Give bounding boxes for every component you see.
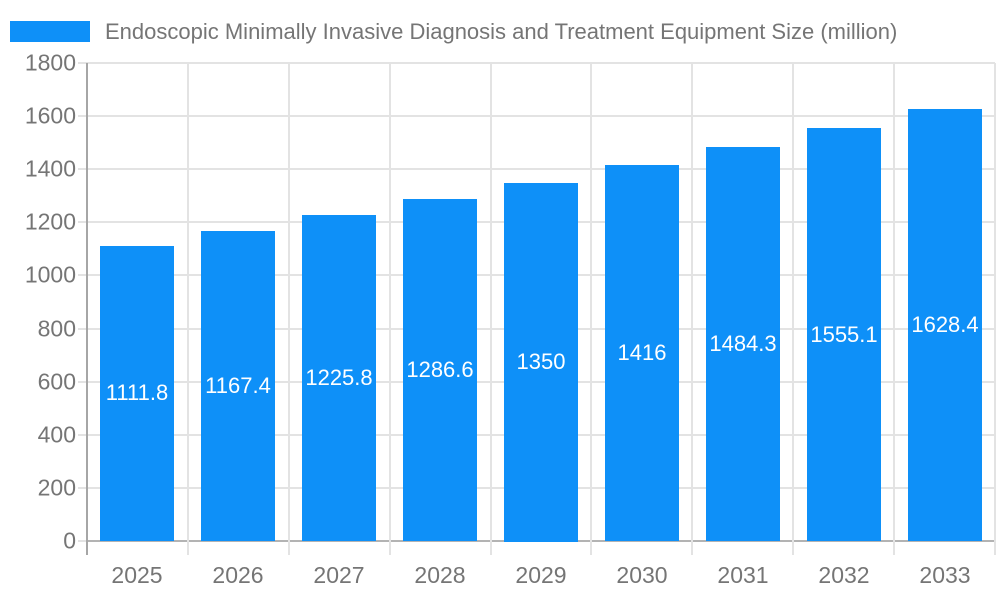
bar-value-label: 1225.8 bbox=[305, 365, 373, 390]
gridline-v bbox=[389, 63, 391, 555]
x-tick-label: 2032 bbox=[818, 562, 870, 588]
bar[interactable] bbox=[100, 246, 174, 541]
x-tick-label: 2031 bbox=[717, 562, 769, 588]
bar[interactable] bbox=[504, 183, 578, 542]
x-tick-label: 2027 bbox=[313, 562, 365, 588]
y-tick-label: 0 bbox=[63, 527, 76, 554]
chart-title: Endoscopic Minimally Invasive Diagnosis … bbox=[105, 19, 898, 44]
y-tick-label: 400 bbox=[37, 421, 76, 448]
y-tick-label: 1000 bbox=[24, 261, 76, 288]
bar-value-label: 1555.1 bbox=[810, 322, 878, 347]
bar-value-label: 1286.6 bbox=[406, 357, 474, 382]
y-tick-label: 1200 bbox=[24, 208, 76, 235]
gridline-v bbox=[490, 63, 492, 555]
legend-swatch bbox=[10, 21, 90, 42]
y-tick-label: 800 bbox=[37, 315, 76, 342]
gridline-h bbox=[78, 62, 995, 64]
y-tick-label: 600 bbox=[37, 368, 76, 395]
y-axis-tick bbox=[78, 540, 87, 542]
y-tick-label: 1600 bbox=[24, 102, 76, 129]
bar-value-label: 1628.4 bbox=[911, 312, 979, 337]
gridline-v bbox=[288, 63, 290, 555]
gridline-v bbox=[691, 63, 693, 555]
bar[interactable] bbox=[807, 128, 881, 541]
bar[interactable] bbox=[908, 109, 982, 541]
y-tick-label: 200 bbox=[37, 474, 76, 501]
gridline-h bbox=[78, 168, 995, 170]
bar-value-label: 1416 bbox=[617, 340, 667, 365]
bar[interactable] bbox=[706, 147, 780, 541]
bar-value-label: 1484.3 bbox=[709, 331, 777, 356]
y-tick-label: 1800 bbox=[24, 49, 76, 76]
bar[interactable] bbox=[302, 215, 376, 541]
gridline-h bbox=[78, 115, 995, 117]
x-tick-label: 2029 bbox=[515, 562, 567, 588]
y-tick-label: 1400 bbox=[24, 155, 76, 182]
gridline-v bbox=[590, 63, 592, 555]
bar-value-label: 1350 bbox=[516, 349, 566, 374]
gridline-v bbox=[187, 63, 189, 555]
bar[interactable] bbox=[201, 231, 275, 541]
x-tick-label: 2025 bbox=[111, 562, 163, 588]
bar-value-label: 1111.8 bbox=[105, 380, 169, 405]
bar[interactable] bbox=[403, 199, 477, 541]
gridline-v bbox=[893, 63, 895, 555]
x-tick-label: 2030 bbox=[616, 562, 668, 588]
gridline-v bbox=[792, 63, 794, 555]
x-tick-label: 2026 bbox=[212, 562, 264, 588]
bar-value-label: 1167.4 bbox=[205, 373, 271, 398]
y-axis-line bbox=[86, 63, 88, 555]
gridline-v bbox=[994, 63, 996, 555]
bar[interactable] bbox=[605, 165, 679, 541]
x-tick-label: 2028 bbox=[414, 562, 466, 588]
x-tick-label: 2033 bbox=[919, 562, 971, 588]
